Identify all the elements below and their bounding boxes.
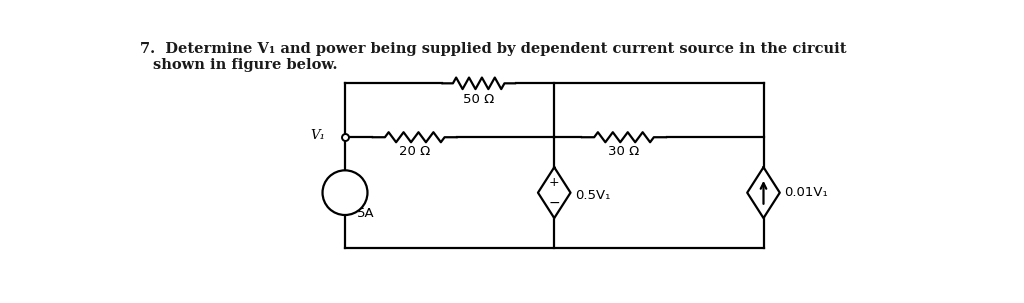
Text: 50 Ω: 50 Ω <box>463 93 495 106</box>
Polygon shape <box>538 167 570 218</box>
Text: 20 Ω: 20 Ω <box>399 145 430 158</box>
Text: +: + <box>549 176 559 189</box>
Text: 0.01V₁: 0.01V₁ <box>784 186 828 199</box>
Text: 0.5V₁: 0.5V₁ <box>575 189 610 202</box>
Text: V₁: V₁ <box>310 129 326 142</box>
Circle shape <box>323 170 368 215</box>
Text: −: − <box>549 196 560 210</box>
Polygon shape <box>748 167 779 218</box>
Text: 30 Ω: 30 Ω <box>608 145 640 158</box>
Text: shown in figure below.: shown in figure below. <box>153 58 337 72</box>
Text: −: − <box>329 197 341 211</box>
Text: 5A: 5A <box>357 207 375 220</box>
Text: 7.  Determine V₁ and power being supplied by dependent current source in the cir: 7. Determine V₁ and power being supplied… <box>139 42 846 56</box>
Text: +: + <box>330 175 340 188</box>
